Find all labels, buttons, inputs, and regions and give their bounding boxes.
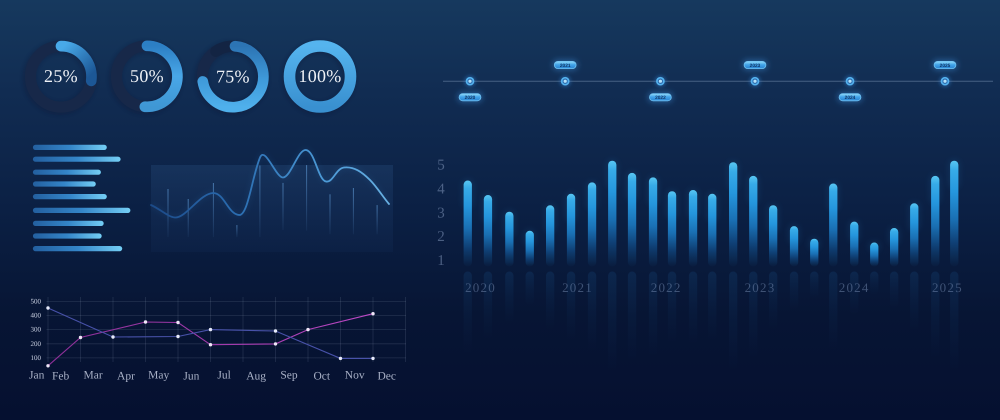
svg-text:Dec: Dec <box>377 371 396 383</box>
svg-text:2021: 2021 <box>562 280 593 295</box>
svg-text:100: 100 <box>31 354 42 362</box>
svg-text:May: May <box>148 370 169 382</box>
svg-text:25%: 25% <box>44 66 78 86</box>
svg-text:2: 2 <box>437 229 445 245</box>
svg-text:2020: 2020 <box>465 95 476 101</box>
svg-text:Feb: Feb <box>52 371 70 383</box>
svg-text:Nov: Nov <box>345 370 365 382</box>
svg-text:2022: 2022 <box>655 95 666 101</box>
svg-text:200: 200 <box>31 340 42 348</box>
svg-text:4: 4 <box>437 182 445 198</box>
svg-text:2025: 2025 <box>940 63 951 69</box>
svg-text:50%: 50% <box>130 66 164 86</box>
svg-text:Jun: Jun <box>183 371 199 383</box>
svg-text:Aug: Aug <box>246 371 266 383</box>
svg-text:1: 1 <box>437 253 445 269</box>
svg-text:300: 300 <box>31 326 42 334</box>
svg-text:Jan: Jan <box>29 370 45 382</box>
svg-text:2024: 2024 <box>845 95 856 101</box>
svg-text:400: 400 <box>31 312 42 320</box>
svg-text:2023: 2023 <box>750 63 761 69</box>
svg-text:2023: 2023 <box>745 280 776 295</box>
svg-text:2024: 2024 <box>839 280 870 295</box>
svg-text:Oct: Oct <box>313 371 330 383</box>
svg-text:500: 500 <box>31 297 42 305</box>
svg-text:2025: 2025 <box>932 280 963 295</box>
svg-text:Mar: Mar <box>84 370 103 382</box>
svg-text:100%: 100% <box>298 66 341 86</box>
svg-text:2020: 2020 <box>465 280 496 295</box>
svg-text:3: 3 <box>437 205 445 221</box>
svg-text:Jul: Jul <box>217 370 230 382</box>
svg-text:5: 5 <box>437 158 445 174</box>
svg-text:75%: 75% <box>216 66 250 86</box>
svg-text:2021: 2021 <box>560 63 571 69</box>
svg-text:Sep: Sep <box>280 370 298 382</box>
svg-text:2022: 2022 <box>651 280 682 295</box>
svg-text:Apr: Apr <box>117 371 135 383</box>
